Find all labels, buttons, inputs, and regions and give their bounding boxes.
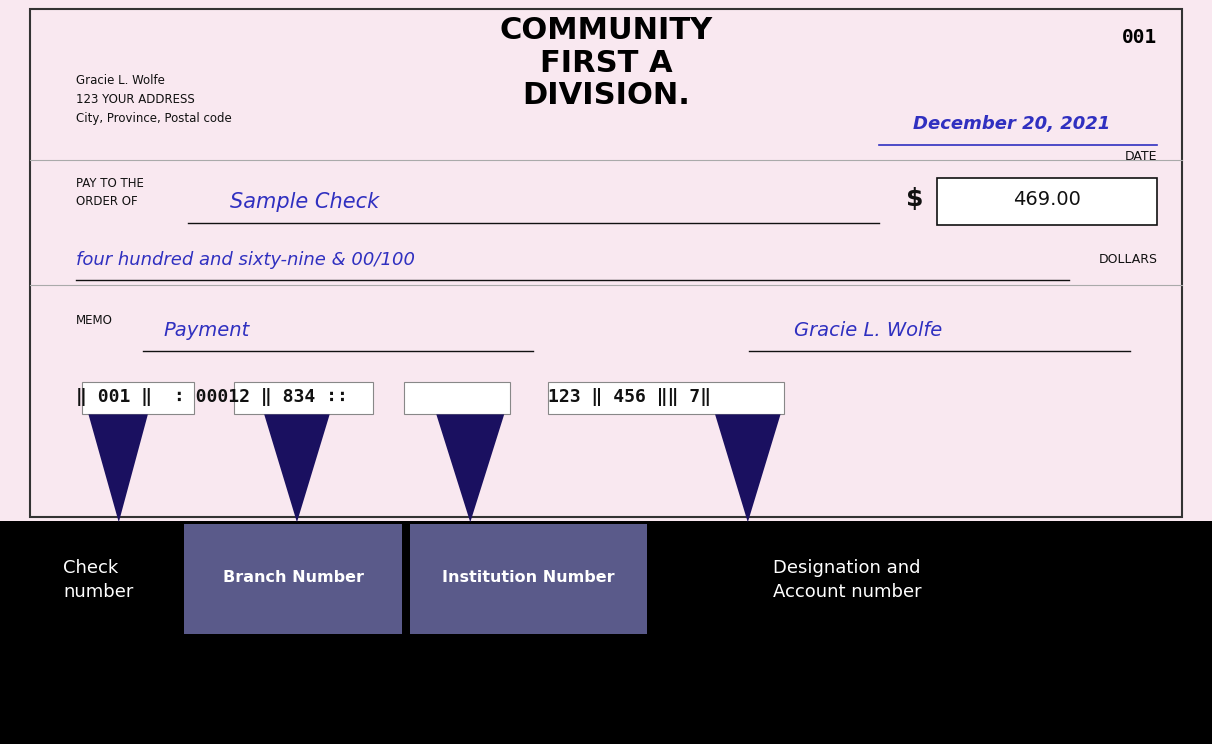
Text: Check
number: Check number	[63, 559, 133, 601]
Polygon shape	[264, 414, 330, 522]
Text: DATE: DATE	[1125, 150, 1157, 163]
Text: 469.00: 469.00	[1013, 190, 1081, 209]
FancyBboxPatch shape	[0, 0, 1212, 521]
FancyBboxPatch shape	[0, 525, 1212, 744]
Polygon shape	[88, 414, 148, 522]
Polygon shape	[715, 414, 781, 522]
FancyBboxPatch shape	[82, 382, 194, 414]
Polygon shape	[436, 414, 504, 522]
Text: Sample Check: Sample Check	[230, 192, 379, 212]
FancyBboxPatch shape	[234, 382, 373, 414]
Text: DOLLARS: DOLLARS	[1098, 253, 1157, 266]
FancyBboxPatch shape	[410, 524, 647, 634]
FancyBboxPatch shape	[937, 178, 1157, 225]
FancyBboxPatch shape	[404, 382, 510, 414]
Text: Payment: Payment	[164, 321, 250, 341]
Text: Branch Number: Branch Number	[223, 570, 364, 585]
Text: COMMUNITY
FIRST A
DIVISION.: COMMUNITY FIRST A DIVISION.	[499, 16, 713, 110]
Text: Gracie L. Wolfe: Gracie L. Wolfe	[794, 321, 942, 341]
Text: Gracie L. Wolfe
123 YOUR ADDRESS
City, Province, Postal code: Gracie L. Wolfe 123 YOUR ADDRESS City, P…	[76, 74, 233, 126]
FancyBboxPatch shape	[184, 524, 402, 634]
Text: PAY TO THE
ORDER OF: PAY TO THE ORDER OF	[76, 177, 144, 208]
Text: Institution Number: Institution Number	[442, 570, 614, 585]
Text: ‖ 001 ‖  ∶ 00012 ‖ 834 ∶∶: ‖ 001 ‖ ∶ 00012 ‖ 834 ∶∶	[76, 388, 348, 405]
Text: four hundred and sixty-nine & 00/100: four hundred and sixty-nine & 00/100	[76, 251, 416, 269]
Text: 123 ‖ 456 ‖‖ 7‖: 123 ‖ 456 ‖‖ 7‖	[548, 388, 711, 405]
Text: Designation and
Account number: Designation and Account number	[773, 559, 922, 601]
Text: $: $	[907, 187, 924, 211]
Text: MEMO: MEMO	[76, 314, 113, 327]
Text: December 20, 2021: December 20, 2021	[914, 115, 1110, 133]
Text: 001: 001	[1122, 28, 1157, 47]
FancyBboxPatch shape	[30, 9, 1182, 517]
FancyBboxPatch shape	[548, 382, 784, 414]
